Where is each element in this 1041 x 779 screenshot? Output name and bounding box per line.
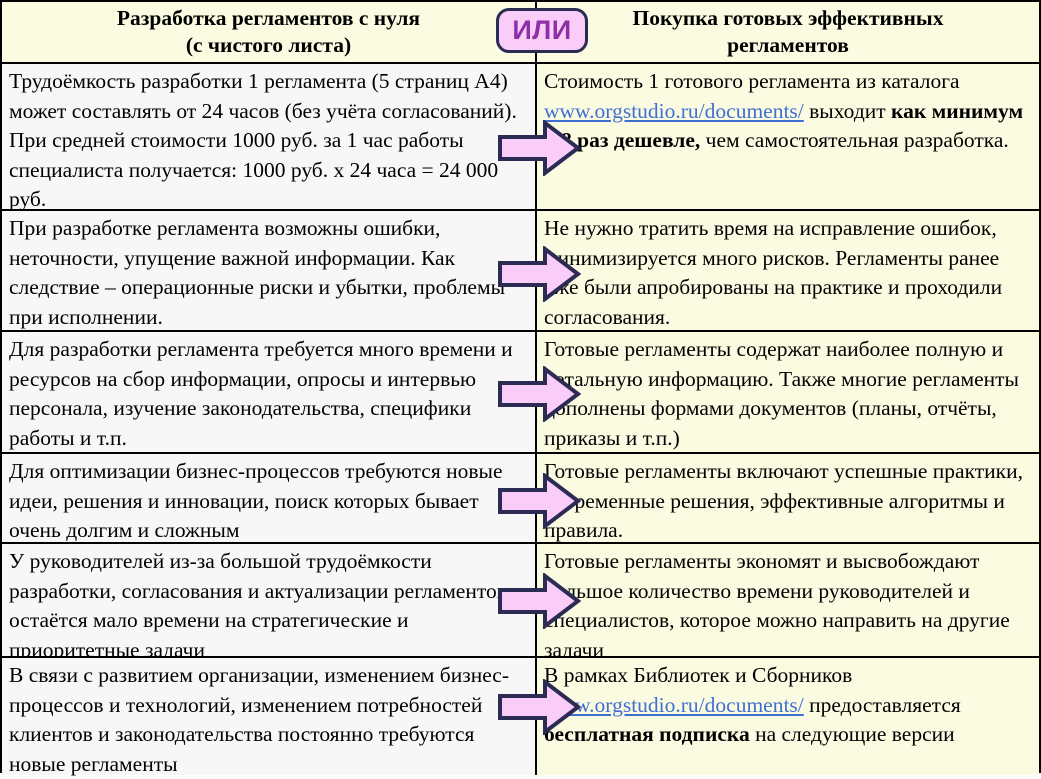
row-1-right-text: Стоимость 1 готового регламента из катал… (544, 67, 1031, 156)
row-1-right-part1: Стоимость 1 готового регламента из катал… (544, 69, 960, 93)
row-2-cell-right: Не нужно тратить время на исправление ош… (537, 211, 1039, 330)
row-6-right-part3: на следующие версии (749, 722, 955, 746)
table-row: При разработке регламента возможны ошибк… (2, 211, 1039, 332)
row-3-cell-right: Готовые регламенты содержат наиболее пол… (537, 332, 1039, 452)
row-2-right-text: Не нужно тратить время на исправление ош… (544, 216, 1003, 329)
row-5-right-text: Готовые регламенты экономят и высвобожда… (544, 549, 1010, 662)
table-row: Трудоёмкость разработки 1 регламента (5 … (2, 64, 1039, 211)
row-2-cell-left: При разработке регламента возможны ошибк… (2, 211, 537, 330)
row-6-right-text: В рамках Библиотек и Сборников www.orgst… (544, 661, 1031, 750)
header-left-line2: (с чистого листа) (185, 33, 352, 57)
row-5-left-text: У руководителей из-за большой трудоёмкос… (9, 549, 507, 662)
row-1-cell-right: Стоимость 1 готового регламента из катал… (537, 64, 1039, 209)
row-5-cell-left: У руководителей из-за большой трудоёмкос… (2, 544, 537, 662)
header-right-line2: регламентов (727, 33, 849, 57)
row-4-left-text: Для оптимизации бизнес-процессов требуют… (9, 459, 503, 542)
header-cell-left: Разработка регламентов с нуля (с чистого… (2, 2, 537, 62)
row-6-right-bold: бесплатная подписка (544, 722, 750, 746)
row-3-cell-left: Для разработки регламента требуется мног… (2, 332, 537, 452)
row-6-left-text: В связи с развитием организации, изменен… (9, 663, 510, 776)
row-6-right-part1: В рамках Библиотек и Сборников (544, 663, 853, 687)
table-row: У руководителей из-за большой трудоёмкос… (2, 544, 1039, 662)
row-1-right-part2: выходит (803, 98, 892, 123)
table-row: Для оптимизации бизнес-процессов требуют… (2, 454, 1039, 544)
row-1-left-text: Трудоёмкость разработки 1 регламента (5 … (9, 69, 517, 211)
row-4-right-text: Готовые регламенты включают успешные пра… (544, 459, 1023, 542)
row-6-cell-right: В рамках Библиотек и Сборников www.orgst… (537, 658, 1039, 775)
row-6-cell-left: В связи с развитием организации, изменен… (2, 658, 537, 776)
table-row: В связи с развитием организации, изменен… (2, 658, 1039, 776)
row-1-cell-left: Трудоёмкость разработки 1 регламента (5 … (2, 64, 537, 211)
row-6-right-part2: предоставляется (803, 692, 961, 717)
table-row: Для разработки регламента требуется мног… (2, 332, 1039, 454)
row-2-left-text: При разработке регламента возможны ошибк… (9, 216, 506, 329)
table-header-row: Разработка регламентов с нуля (с чистого… (2, 2, 1039, 64)
or-badge: ИЛИ (496, 8, 588, 53)
header-right-line1: Покупка готовых эффективных (632, 6, 944, 30)
row-4-cell-left: Для оптимизации бизнес-процессов требуют… (2, 454, 537, 542)
header-left-line1: Разработка регламентов с нуля (116, 6, 421, 30)
table-body: Трудоёмкость разработки 1 регламента (5 … (2, 64, 1039, 776)
row-5-cell-right: Готовые регламенты экономят и высвобожда… (537, 544, 1039, 662)
row-3-left-text: Для разработки регламента требуется мног… (9, 337, 513, 450)
row-4-cell-right: Готовые регламенты включают успешные пра… (537, 454, 1039, 542)
header-cell-right: Покупка готовых эффективных регламентов (537, 2, 1039, 62)
orgstudio-documents-link[interactable]: www.orgstudio.ru/documents/ (544, 692, 804, 717)
orgstudio-documents-link[interactable]: www.orgstudio.ru/documents/ (544, 98, 804, 123)
row-1-right-part3: чем самостоятельная разработка. (700, 128, 1009, 152)
row-3-right-text: Готовые регламенты содержат наиболее пол… (544, 337, 1020, 450)
